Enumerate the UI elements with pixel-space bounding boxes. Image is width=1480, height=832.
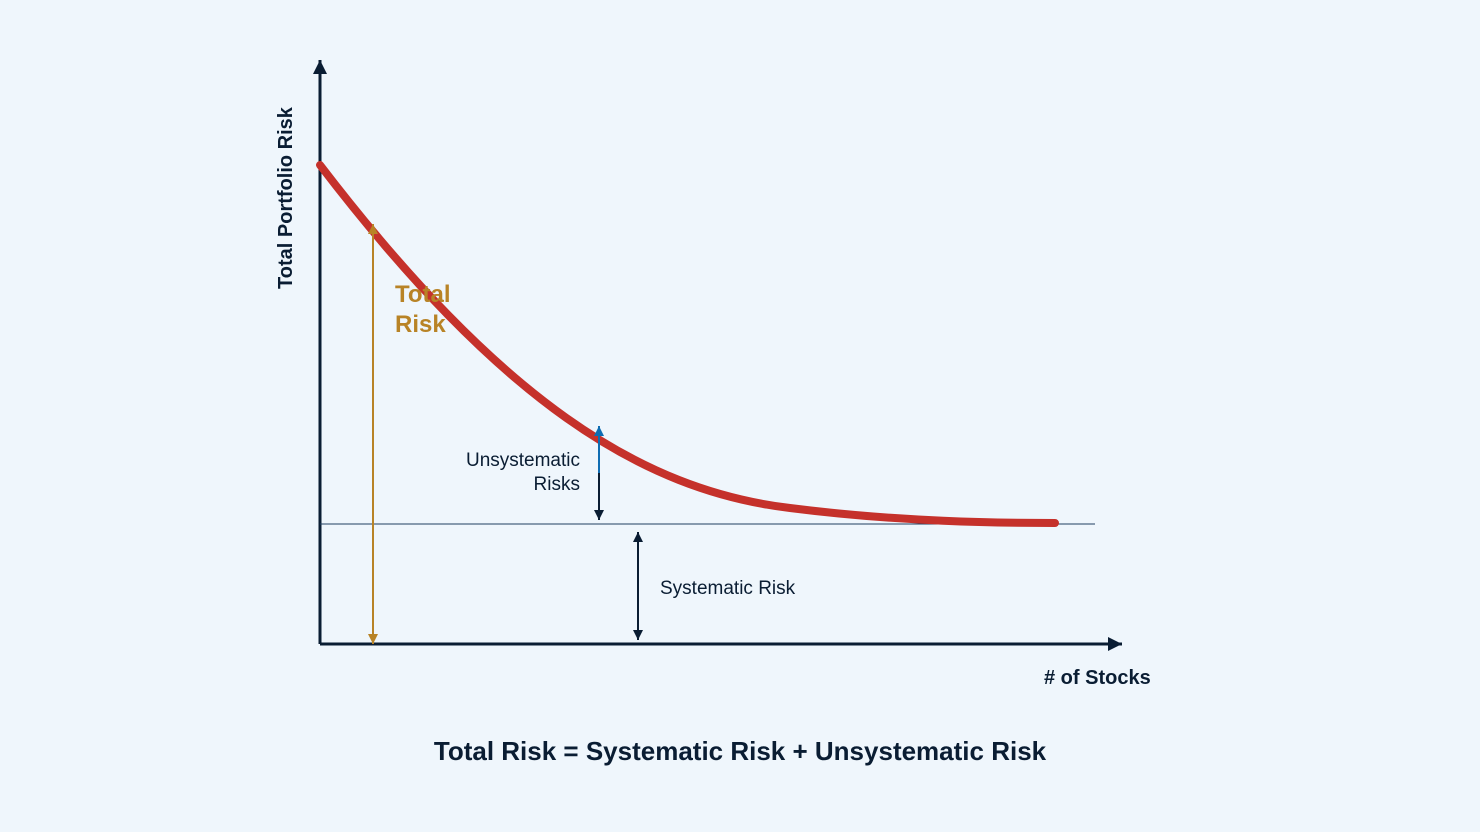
y-axis-label: Total Portfolio Risk [275, 106, 297, 289]
systematic-label: Systematic Risk [660, 578, 796, 599]
x-axis-label: # of Stocks [1044, 667, 1151, 689]
unsystematic-label-line2: Risks [534, 474, 580, 495]
background [0, 0, 1480, 832]
unsystematic-label-line1: Unsystematic [466, 450, 580, 471]
total-risk-label-line1: Total [395, 281, 451, 308]
total-risk-label-line2: Risk [395, 311, 446, 338]
equation-text: Total Risk = Systematic Risk + Unsystema… [434, 736, 1047, 766]
